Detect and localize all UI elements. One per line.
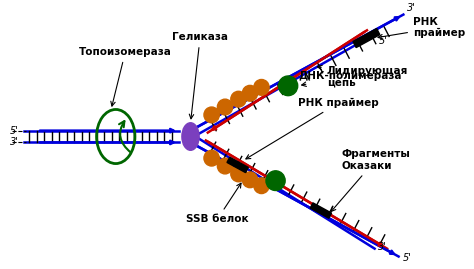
Text: 5': 5' xyxy=(10,126,19,136)
Text: ДНК-полимераза: ДНК-полимераза xyxy=(298,71,401,86)
Text: Топоизомераза: Топоизомераза xyxy=(79,47,172,106)
Ellipse shape xyxy=(182,123,199,150)
Circle shape xyxy=(231,91,246,107)
Text: Фрагменты
Оказаки: Фрагменты Оказаки xyxy=(331,149,410,211)
Circle shape xyxy=(242,172,258,188)
Text: 3': 3' xyxy=(10,137,19,147)
Polygon shape xyxy=(353,29,380,48)
Circle shape xyxy=(254,178,269,194)
Text: SSB белок: SSB белок xyxy=(186,183,249,224)
Text: Лидирующая
цепь: Лидирующая цепь xyxy=(318,65,408,87)
Circle shape xyxy=(266,171,285,190)
Circle shape xyxy=(279,76,298,96)
Circle shape xyxy=(231,166,246,182)
Text: РНК праймер: РНК праймер xyxy=(246,98,379,159)
Text: Геликаза: Геликаза xyxy=(172,32,228,119)
Circle shape xyxy=(218,158,233,174)
Text: РНК
праймер: РНК праймер xyxy=(378,16,465,39)
Polygon shape xyxy=(310,203,331,218)
Circle shape xyxy=(254,79,269,95)
Circle shape xyxy=(242,85,258,101)
Polygon shape xyxy=(227,157,248,173)
Circle shape xyxy=(218,99,233,115)
Text: 5': 5' xyxy=(402,253,411,263)
Circle shape xyxy=(204,150,219,166)
Circle shape xyxy=(204,107,219,123)
Text: 3': 3' xyxy=(378,242,387,252)
Text: 3': 3' xyxy=(407,3,416,13)
Text: 5': 5' xyxy=(378,36,387,46)
